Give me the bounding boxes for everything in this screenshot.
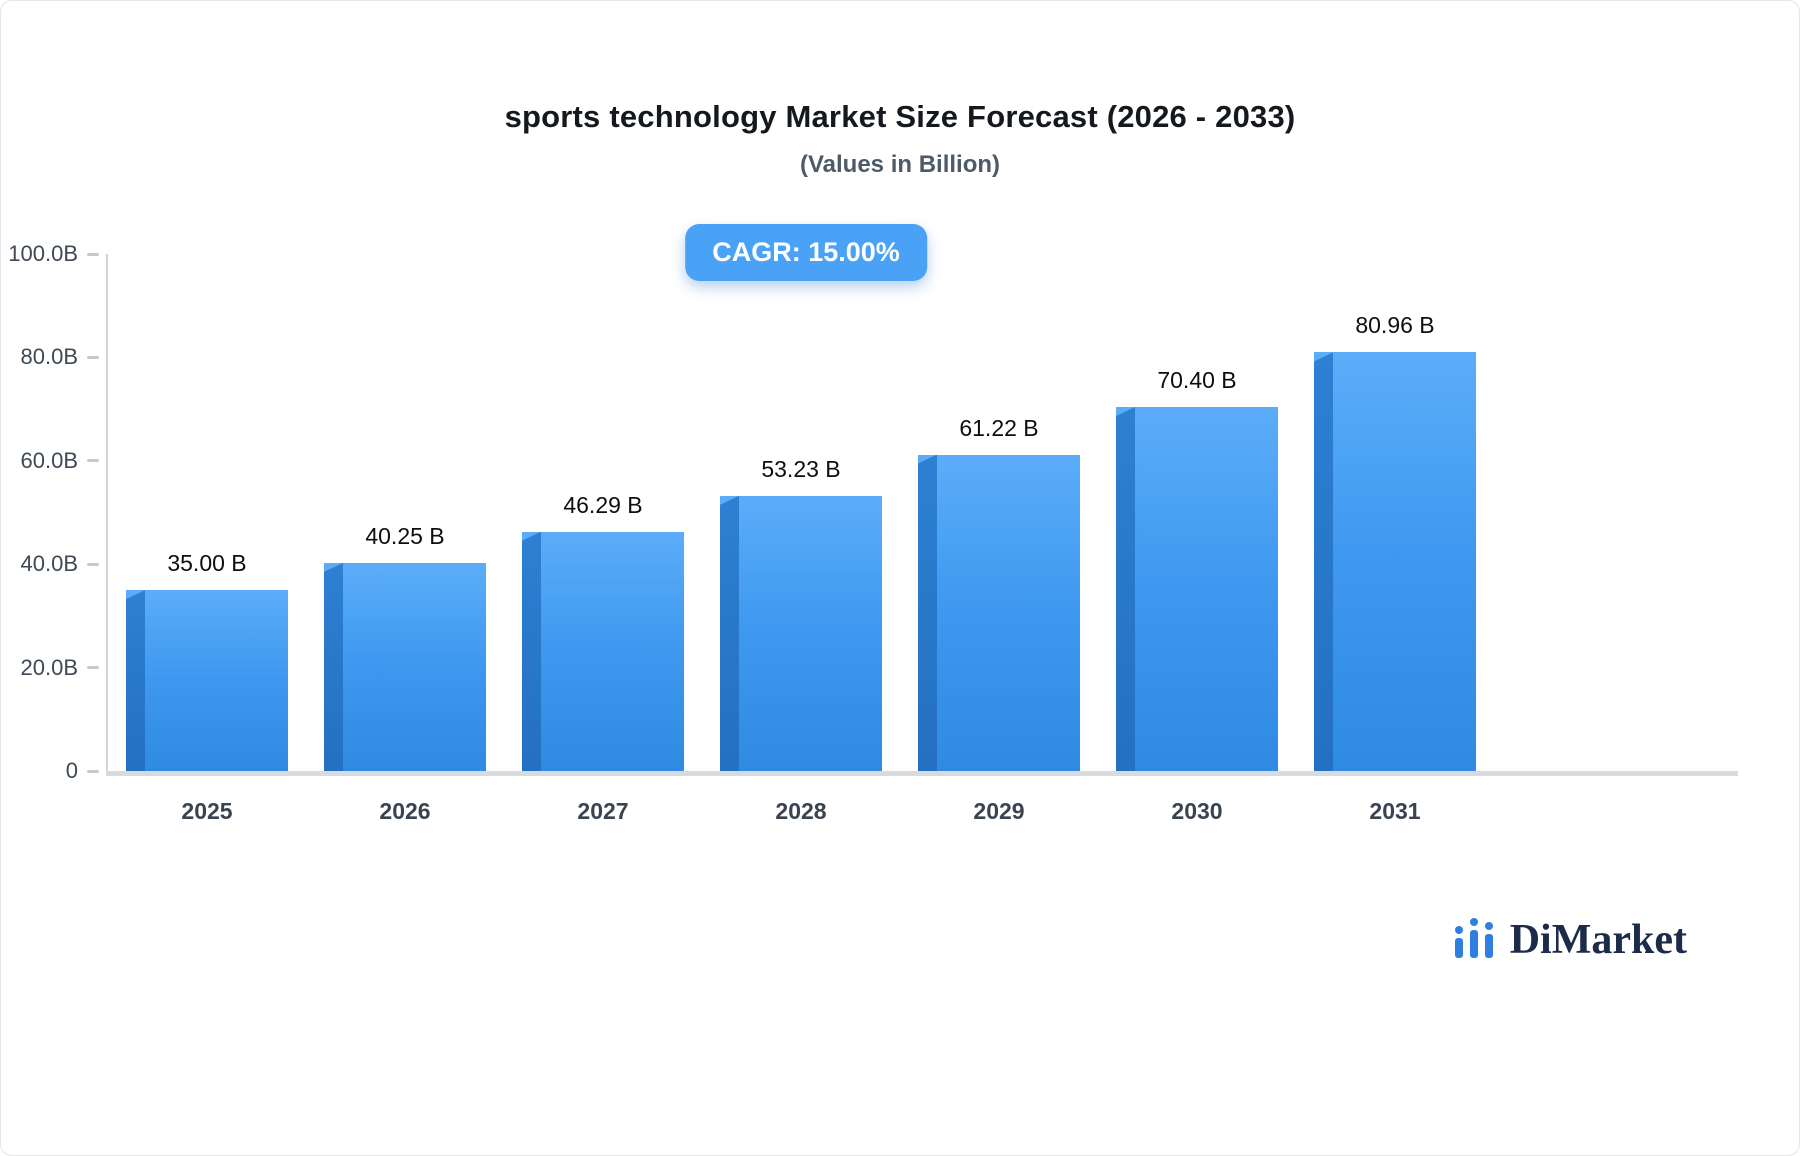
bar-value-label: 35.00 B <box>167 550 247 577</box>
y-axis-tick-mark <box>87 459 99 463</box>
bar-slot-2027: 46.29 B 2027 <box>504 254 702 824</box>
y-axis-tick-mark <box>87 252 99 256</box>
bar-value-label: 61.22 B <box>959 414 1039 441</box>
cagr-badge: CAGR: 15.00% <box>685 224 927 281</box>
chart-subtitle: (Values in Billion) <box>799 151 1001 178</box>
y-axis-tick: 80.0B <box>20 344 99 370</box>
bar-value-label: 46.29 B <box>563 491 643 518</box>
y-axis-tick-label: 40.0B <box>20 551 79 577</box>
y-axis-tick-mark <box>87 769 99 773</box>
y-axis-tick: 20.0B <box>20 654 99 681</box>
y-axis-tick-label: 60.0B <box>20 447 79 473</box>
bar-side-face <box>1314 352 1333 771</box>
bar-slot-2030: 70.40 B 2030 <box>1098 254 1296 824</box>
y-axis-tick: 0 <box>66 758 99 784</box>
x-axis-label: 2026 <box>379 798 431 824</box>
y-axis-tick-label: 100.0B <box>8 241 78 266</box>
x-axis-line <box>106 771 1738 776</box>
y-axis-tick-mark <box>87 666 99 670</box>
y-axis-tick: 40.0B <box>20 551 99 577</box>
bar-chart-logo-icon <box>1452 914 1498 965</box>
bar-2029: 61.22 B <box>918 415 1080 771</box>
bar-slot-2026: 40.25 B 2026 <box>306 254 504 824</box>
x-axis-label: 2028 <box>775 798 827 824</box>
bar-value-label: 80.96 B <box>1355 312 1435 339</box>
bar-side-face <box>1116 407 1135 771</box>
bar-value-label: 40.25 B <box>365 522 445 549</box>
bar-side-face <box>522 531 541 771</box>
bar-slot-2025: 35.00 B 2025 <box>108 254 306 824</box>
plot-area: 35.00 B 2025 40.25 B 2026 46.29 B 2027 53.23 B… <box>106 254 1738 824</box>
dimarket-logo: DiMarket <box>1452 914 1687 965</box>
bar-2026: 40.25 B <box>324 523 486 771</box>
bar-2027: 46.29 B <box>522 492 684 771</box>
x-axis-label: 2030 <box>1171 798 1223 824</box>
bar-slot-2031: 80.96 B 2031 <box>1296 254 1494 824</box>
y-axis-tick-mark <box>87 562 99 566</box>
chart-title: sports technology Market Size Forecast (… <box>504 99 1296 134</box>
logo-wordmark: DiMarket <box>1509 916 1687 963</box>
y-axis-tick: 100.0B <box>8 241 99 267</box>
y-axis-tick-label: 0 <box>65 758 78 783</box>
bar-slot-2028: 53.23 B 2028 <box>702 254 900 824</box>
y-axis-tick-label: 20.0B <box>20 654 79 680</box>
x-axis-label: 2029 <box>973 798 1025 824</box>
y-axis: 0 20.0B 40.0B 60.0B 80.0B 100.0B <box>1 241 101 783</box>
y-axis-tick-label: 80.0B <box>20 344 79 370</box>
bar-side-face <box>126 590 145 771</box>
bar-side-face <box>720 495 739 771</box>
bar-side-face <box>324 562 343 771</box>
bar-value-label: 53.23 B <box>761 455 841 482</box>
bar-value-label: 70.40 B <box>1157 367 1237 394</box>
bar-2025: 35.00 B <box>126 550 288 771</box>
bar-side-face <box>918 454 937 771</box>
bar-2028: 53.23 B <box>720 456 882 771</box>
bar-2031: 80.96 B <box>1314 312 1476 771</box>
bar-2030: 70.40 B <box>1116 367 1278 771</box>
x-axis-label: 2025 <box>181 798 233 824</box>
x-axis-label: 2031 <box>1369 798 1421 824</box>
bar-slot-2029: 61.22 B 2029 <box>900 254 1098 824</box>
y-axis-tick-mark <box>87 355 99 359</box>
bars-container: 35.00 B 2025 40.25 B 2026 46.29 B 2027 53.23 B… <box>108 254 1494 824</box>
y-axis-tick: 60.0B <box>20 447 99 474</box>
x-axis-label: 2027 <box>577 798 629 824</box>
